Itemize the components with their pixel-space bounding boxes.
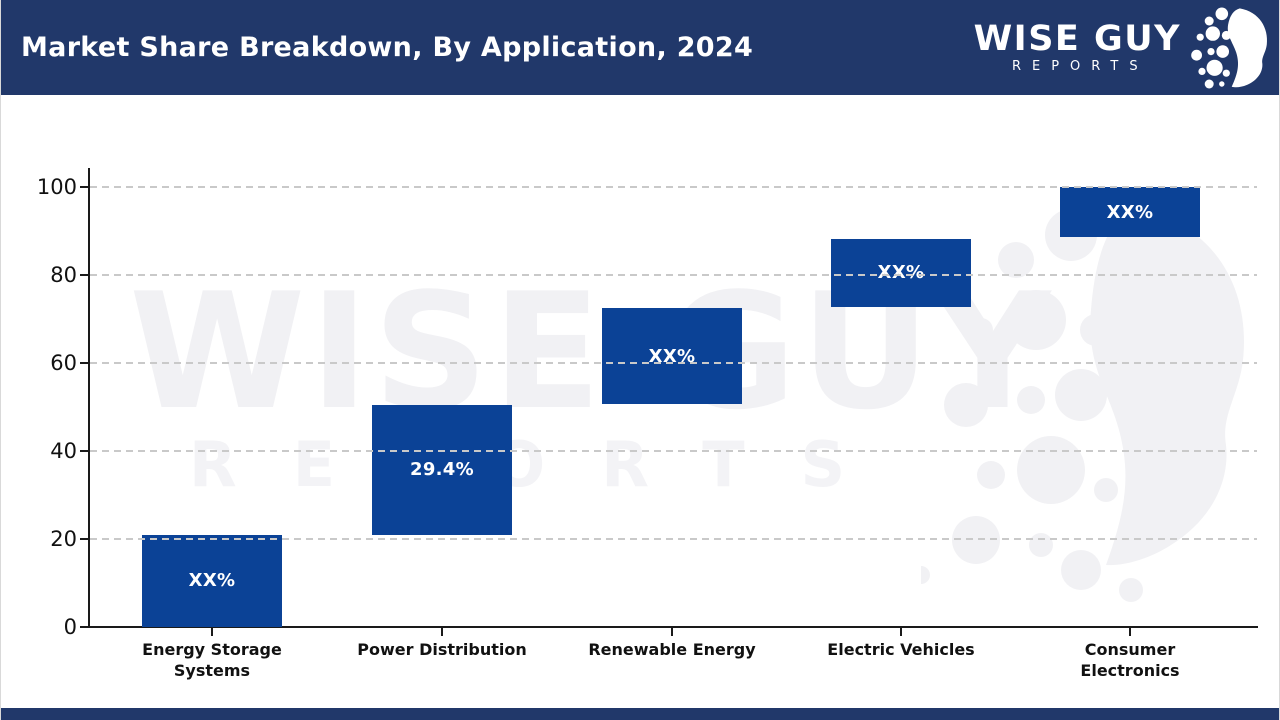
bar-segment: XX% bbox=[1060, 187, 1200, 238]
y-axis-line bbox=[88, 168, 90, 628]
y-tick-mark bbox=[80, 362, 88, 364]
bar-segment: 29.4% bbox=[372, 405, 512, 535]
x-tick-mark bbox=[211, 628, 213, 636]
gridline-60 bbox=[90, 362, 1257, 364]
logo-head-icon bbox=[1191, 7, 1268, 88]
x-tick-mark bbox=[1129, 628, 1131, 636]
y-tick-label: 60 bbox=[50, 351, 77, 375]
bar-segment: XX% bbox=[142, 534, 282, 627]
x-tick-mark bbox=[900, 628, 902, 636]
x-axis-line bbox=[88, 626, 1258, 628]
x-category-label: Energy Storage Systems bbox=[142, 640, 282, 681]
gridline-40 bbox=[90, 450, 1257, 452]
logo-subtext: REPORTS bbox=[1011, 58, 1149, 74]
watermark-subtext: REPORTS bbox=[189, 428, 902, 501]
y-tick-mark bbox=[80, 538, 88, 540]
y-tick-label: 80 bbox=[50, 263, 77, 287]
x-category-label: Power Distribution bbox=[357, 640, 527, 659]
page-title: Market Share Breakdown, By Application, … bbox=[21, 32, 754, 63]
bar-value-label: XX% bbox=[1106, 201, 1154, 223]
y-tick-label: 40 bbox=[50, 439, 77, 463]
y-tick-mark bbox=[80, 626, 88, 628]
bar-value-label: 29.4% bbox=[410, 459, 474, 481]
bar-value-label: XX% bbox=[188, 570, 236, 592]
footer-bar bbox=[1, 708, 1279, 720]
logo-wordmark: WISE GUY bbox=[973, 19, 1181, 60]
x-category-label: Consumer Electronics bbox=[1080, 640, 1180, 681]
bar-segment: XX% bbox=[602, 308, 742, 405]
y-tick-mark bbox=[80, 186, 88, 188]
x-tick-mark bbox=[671, 628, 673, 636]
y-tick-label: 20 bbox=[50, 527, 77, 551]
gridline-100 bbox=[90, 186, 1257, 188]
x-tick-mark bbox=[441, 628, 443, 636]
header: Market Share Breakdown, By Application, … bbox=[1, 0, 1279, 95]
y-tick-mark bbox=[80, 450, 88, 452]
logo-text: WISE GUY REPORTS bbox=[974, 21, 1181, 74]
bar-value-label: XX% bbox=[648, 345, 696, 367]
x-category-label: Electric Vehicles bbox=[827, 640, 975, 659]
x-category-label: Renewable Energy bbox=[588, 640, 756, 659]
y-tick-mark bbox=[80, 274, 88, 276]
watermark-head-icon bbox=[921, 208, 1245, 602]
y-tick-label: 0 bbox=[63, 615, 77, 639]
bar-segment: XX% bbox=[831, 238, 971, 307]
y-tick-label: 100 bbox=[36, 175, 77, 199]
gridline-20 bbox=[90, 538, 1257, 540]
bar-value-label: XX% bbox=[877, 262, 925, 284]
gridline-80 bbox=[90, 274, 1257, 276]
wise-guy-logo: WISE GUY REPORTS bbox=[974, 3, 1279, 93]
